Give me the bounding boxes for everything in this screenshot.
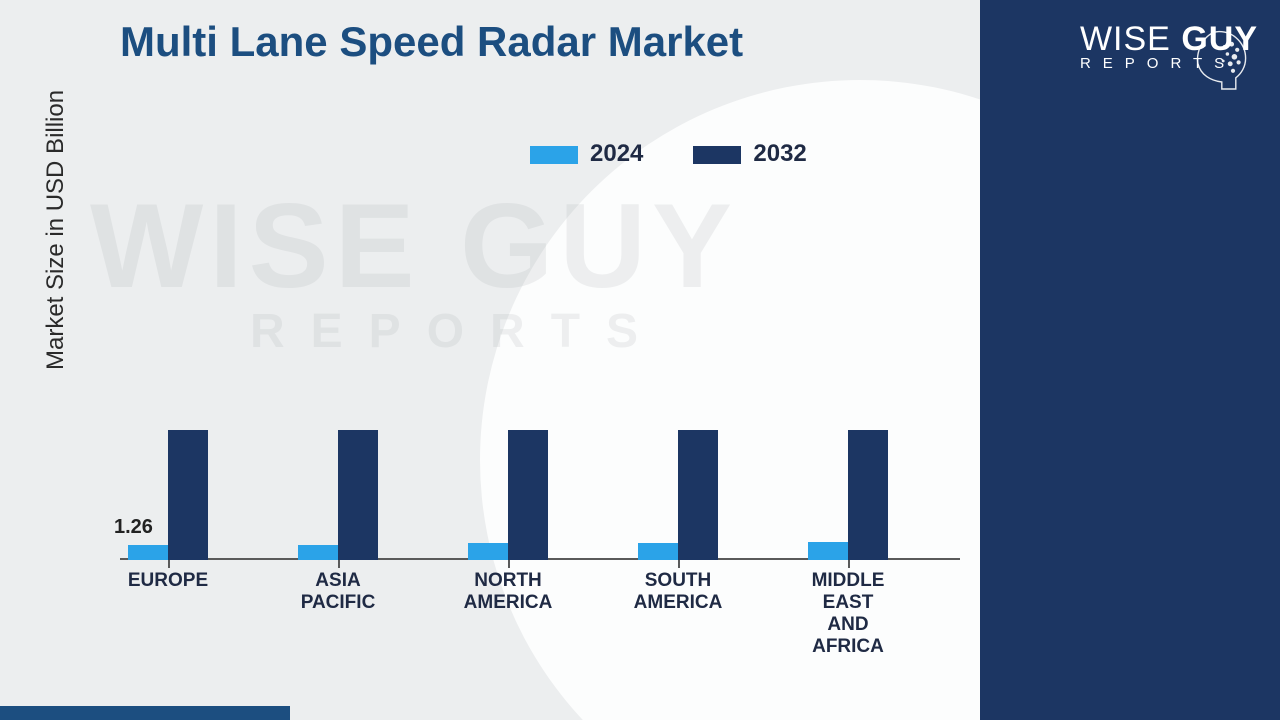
bar-value-label: 1.26	[114, 516, 153, 539]
category-labels: EUROPEASIAPACIFICNORTHAMERICASOUTHAMERIC…	[120, 562, 960, 682]
plot-area: 1.26	[120, 190, 960, 560]
bar-2024	[298, 545, 338, 560]
chart-title: Multi Lane Speed Radar Market	[120, 18, 743, 66]
legend-swatch-2032	[693, 146, 741, 164]
y-axis-label: Market Size in USD Billion	[42, 90, 70, 370]
bar-2032	[678, 430, 718, 560]
category-label: EUROPE	[88, 570, 248, 592]
category-label: SOUTHAMERICA	[598, 570, 758, 614]
legend: 2024 2032	[530, 140, 807, 168]
bar-2032	[168, 430, 208, 560]
category-label: NORTHAMERICA	[428, 570, 588, 614]
bar-2032	[508, 430, 548, 560]
chart-stage: WISE GUY REPORTS WISE GUY REPORTS Multi …	[0, 0, 1280, 720]
logo-head-icon	[1184, 26, 1254, 96]
legend-item-2024: 2024	[530, 140, 643, 168]
bar-2024	[128, 545, 168, 560]
right-panel	[980, 0, 1280, 720]
category-label: ASIAPACIFIC	[258, 570, 418, 614]
bar-2024	[638, 543, 678, 560]
bar-2024	[808, 542, 848, 560]
legend-swatch-2024	[530, 146, 578, 164]
bar-2032	[338, 430, 378, 560]
brand-logo: WISE GUY REPORTS	[1080, 20, 1258, 72]
bar-2032	[848, 430, 888, 560]
legend-item-2032: 2032	[693, 140, 806, 168]
category-label: MIDDLEEASTANDAFRICA	[768, 570, 928, 657]
bar-2024	[468, 543, 508, 560]
footer-accent-bar	[0, 706, 290, 720]
